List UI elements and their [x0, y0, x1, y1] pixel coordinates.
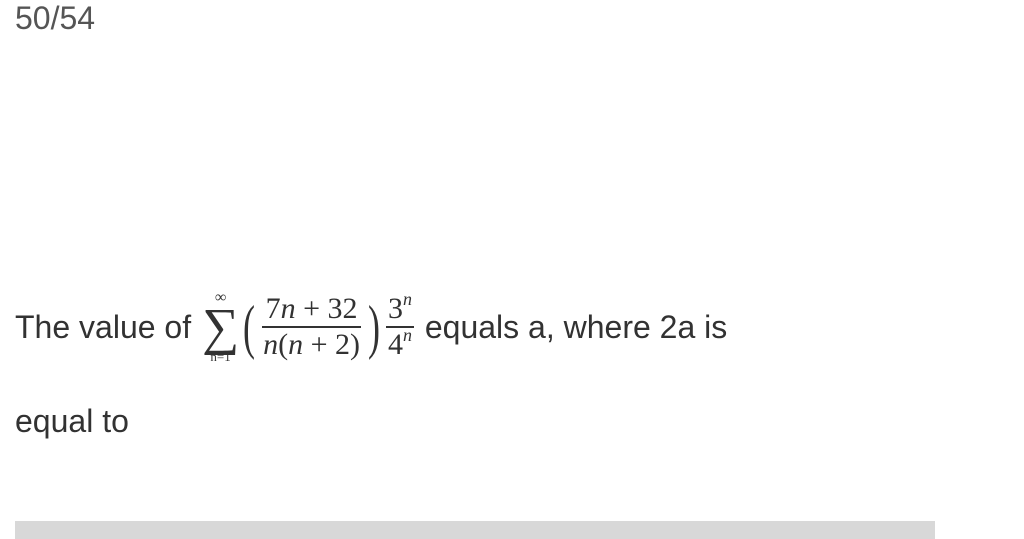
den-open: ( — [278, 328, 288, 361]
f2-den-sup: n — [403, 326, 412, 344]
den-n1: n — [263, 328, 278, 361]
question-block: The value of ∞ ∑ n=1 ( 7n + 32 n(n + 2) … — [15, 290, 975, 440]
sigma-block: ∞ ∑ n=1 — [202, 290, 239, 363]
question-text-before: The value of — [15, 311, 200, 343]
f2-den-base: 4 — [388, 330, 403, 360]
right-paren-icon: ) — [368, 303, 380, 351]
left-paren-icon: ( — [243, 303, 255, 351]
fraction-1-denominator: n(n + 2) — [259, 328, 364, 360]
fraction-2-denominator: 4n — [386, 328, 414, 360]
den-close: + 2) — [303, 328, 360, 361]
sigma-lower-limit: n=1 — [210, 350, 230, 363]
num-var: n — [281, 292, 296, 325]
sigma-icon: ∑ — [202, 306, 239, 350]
question-text-after: equals a, where 2a is — [416, 311, 727, 343]
fraction-2-numerator: 3n — [386, 294, 414, 328]
page-counter: 50/54 — [15, 0, 95, 37]
f2-num-sup: n — [403, 290, 412, 308]
f2-num-base: 3 — [388, 294, 403, 324]
question-line-2: equal to — [15, 403, 975, 440]
question-line-1: The value of ∞ ∑ n=1 ( 7n + 32 n(n + 2) … — [15, 290, 975, 363]
bottom-bar — [15, 521, 935, 539]
fraction-1: 7n + 32 n(n + 2) — [259, 294, 364, 360]
den-n2: n — [288, 328, 303, 361]
num-const: + 32 — [296, 292, 358, 325]
fraction-1-numerator: 7n + 32 — [262, 294, 362, 328]
num-coef: 7 — [266, 292, 281, 325]
math-expression: ∞ ∑ n=1 ( 7n + 32 n(n + 2) ) 3n 4n — [202, 290, 414, 363]
fraction-2: 3n 4n — [386, 294, 414, 360]
